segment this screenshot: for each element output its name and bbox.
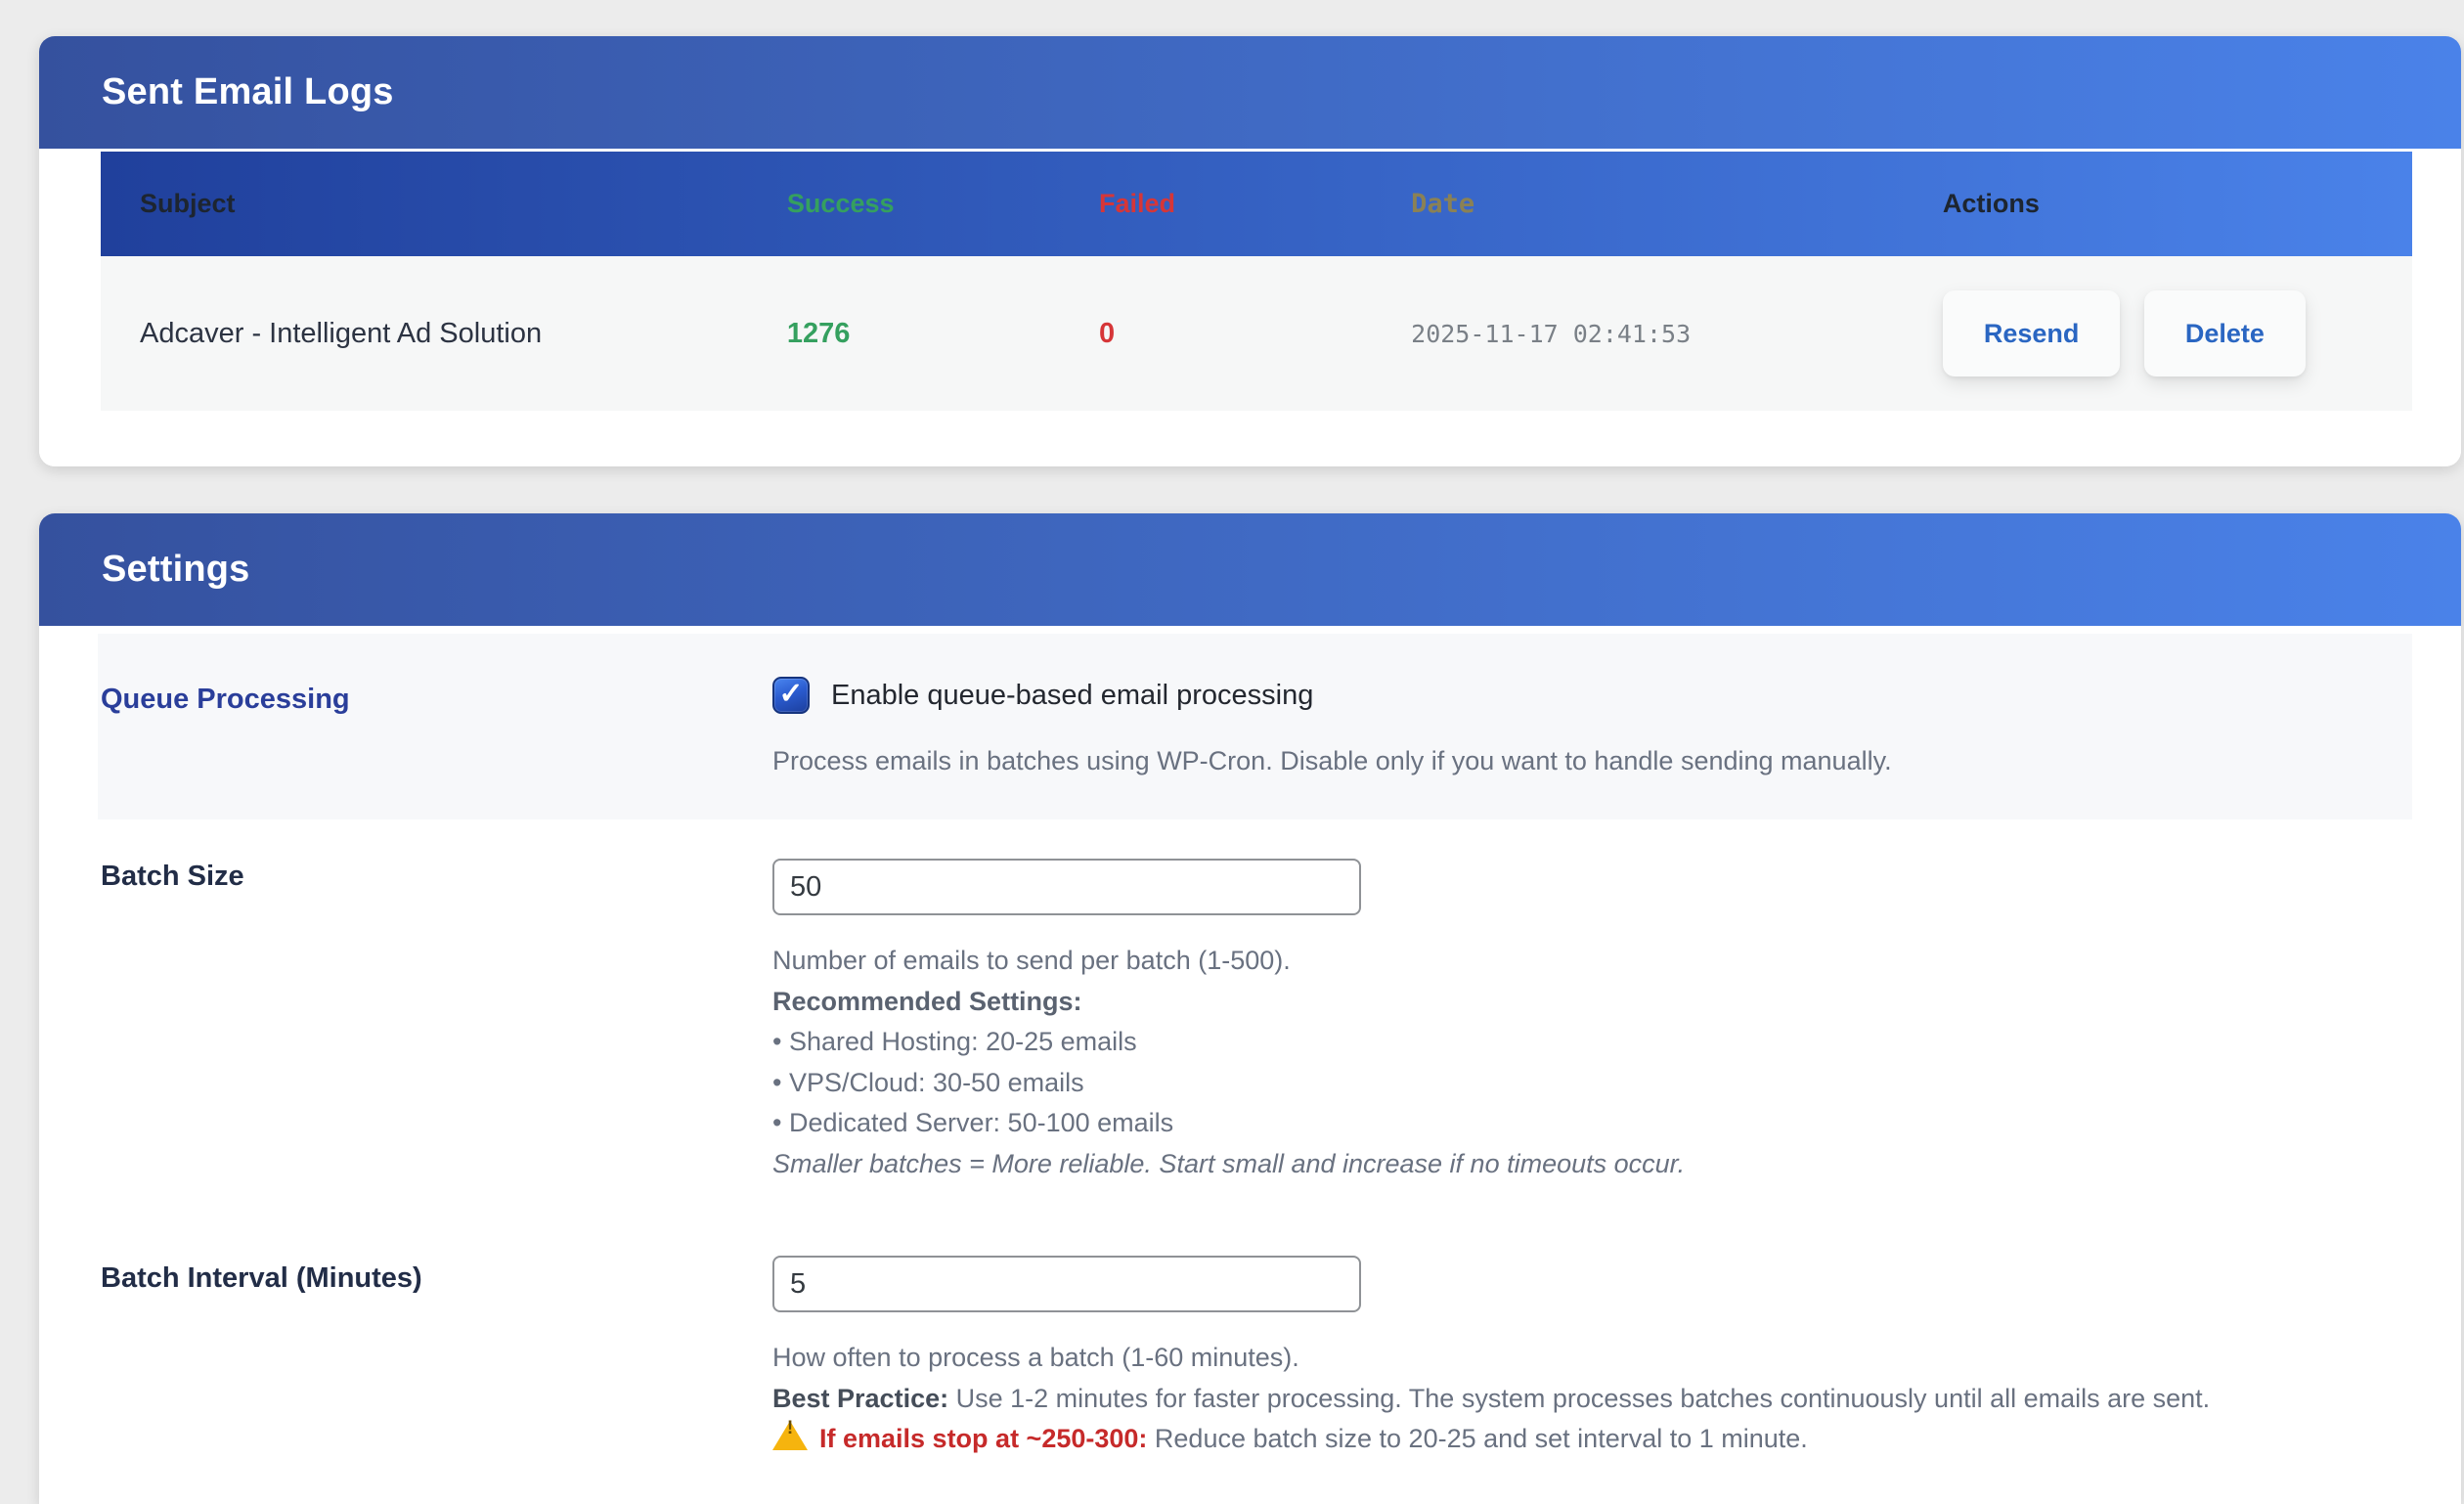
warning-exclamation: !: [786, 1417, 794, 1438]
batch-size-input[interactable]: [772, 859, 1361, 915]
batch-size-row: Batch Size Number of emails to send per …: [98, 819, 2412, 1228]
queue-processing-row: Queue Processing ✓ Enable queue-based em…: [98, 634, 2412, 819]
batch-size-help: Number of emails to send per batch (1-50…: [772, 946, 1291, 975]
recommendation-vps-cloud: • VPS/Cloud: 30-50 emails: [772, 1067, 1084, 1097]
batch-size-help-block: Number of emails to send per batch (1-50…: [772, 941, 2412, 1184]
warning-icon: !: [772, 1418, 808, 1451]
sent-email-logs-table: Subject Success Failed Date Actions Adca…: [101, 152, 2412, 411]
recommended-settings-heading: Recommended Settings:: [772, 986, 1082, 1016]
delete-button[interactable]: Delete: [2143, 290, 2306, 376]
column-header-date: Date: [1411, 189, 1475, 219]
column-header-failed: Failed: [1099, 189, 1176, 218]
log-success-count: 1276: [786, 317, 851, 349]
batch-interval-row: Batch Interval (Minutes) How often to pr…: [98, 1228, 2412, 1504]
batch-size-note: Smaller batches = More reliable. Start s…: [772, 1148, 1686, 1178]
batch-interval-help-block: How often to process a batch (1-60 minut…: [772, 1338, 2412, 1460]
queue-processing-label: Queue Processing: [101, 684, 350, 715]
batch-interval-help: How often to process a batch (1-60 minut…: [772, 1343, 1299, 1372]
queue-checkbox-line: ✓ Enable queue-based email processing: [772, 677, 2412, 714]
sent-email-logs-body: Subject Success Failed Date Actions Adca…: [39, 149, 2461, 466]
logs-table-header-row: Subject Success Failed Date Actions: [101, 152, 2412, 256]
resend-button[interactable]: Resend: [1942, 290, 2121, 376]
queue-processing-description: Process emails in batches using WP-Cron.…: [772, 746, 1892, 775]
log-failed-count: 0: [1099, 317, 1116, 349]
column-header-actions: Actions: [1942, 189, 2040, 218]
queue-checkbox-label: Enable queue-based email processing: [831, 679, 1314, 711]
log-table-row: Adcaver - Intelligent Ad Solution 1276 0…: [101, 256, 2412, 411]
log-subject: Adcaver - Intelligent Ad Solution: [140, 317, 543, 349]
column-header-subject: Subject: [140, 189, 236, 218]
best-practice-label: Best Practice:: [772, 1383, 949, 1413]
queue-enabled-checkbox[interactable]: ✓: [772, 677, 810, 714]
best-practice-line: Best Practice: Use 1-2 minutes for faste…: [772, 1379, 2412, 1420]
warning-text: Reduce batch size to 20-25 and set inter…: [1147, 1424, 1808, 1453]
settings-header: Settings: [39, 513, 2461, 626]
sent-email-logs-title: Sent Email Logs: [102, 71, 394, 112]
batch-size-field: Number of emails to send per batch (1-50…: [772, 819, 2412, 1228]
best-practice-text: Use 1-2 minutes for faster processing. T…: [948, 1383, 2211, 1413]
settings-panel: Settings Queue Processing ✓ Enable queue…: [39, 513, 2461, 1504]
sent-email-logs-header: Sent Email Logs: [39, 36, 2461, 149]
queue-processing-field: ✓ Enable queue-based email processing Pr…: [772, 634, 2412, 819]
batch-interval-field: How often to process a batch (1-60 minut…: [772, 1228, 2412, 1504]
batch-interval-input[interactable]: [772, 1256, 1361, 1312]
warning-line: ! If emails stop at ~250-300: Reduce batc…: [772, 1418, 2412, 1460]
batch-interval-label: Batch Interval (Minutes): [101, 1262, 422, 1294]
warning-label: If emails stop at ~250-300:: [819, 1424, 1148, 1453]
sent-email-logs-panel: Sent Email Logs Subject Success Failed D…: [39, 36, 2461, 466]
batch-size-label: Batch Size: [101, 861, 244, 892]
settings-body: Queue Processing ✓ Enable queue-based em…: [39, 626, 2461, 1504]
checkmark-icon: ✓: [778, 678, 804, 710]
settings-title: Settings: [102, 549, 250, 590]
recommendation-shared-hosting: • Shared Hosting: 20-25 emails: [772, 1027, 1137, 1056]
recommendation-dedicated-server: • Dedicated Server: 50-100 emails: [772, 1108, 1174, 1137]
settings-form-table: Queue Processing ✓ Enable queue-based em…: [98, 634, 2412, 1504]
column-header-success: Success: [786, 189, 895, 218]
log-date: 2025-11-17 02:41:53: [1411, 319, 1692, 348]
log-actions-cell: Resend Delete: [1904, 256, 2412, 411]
